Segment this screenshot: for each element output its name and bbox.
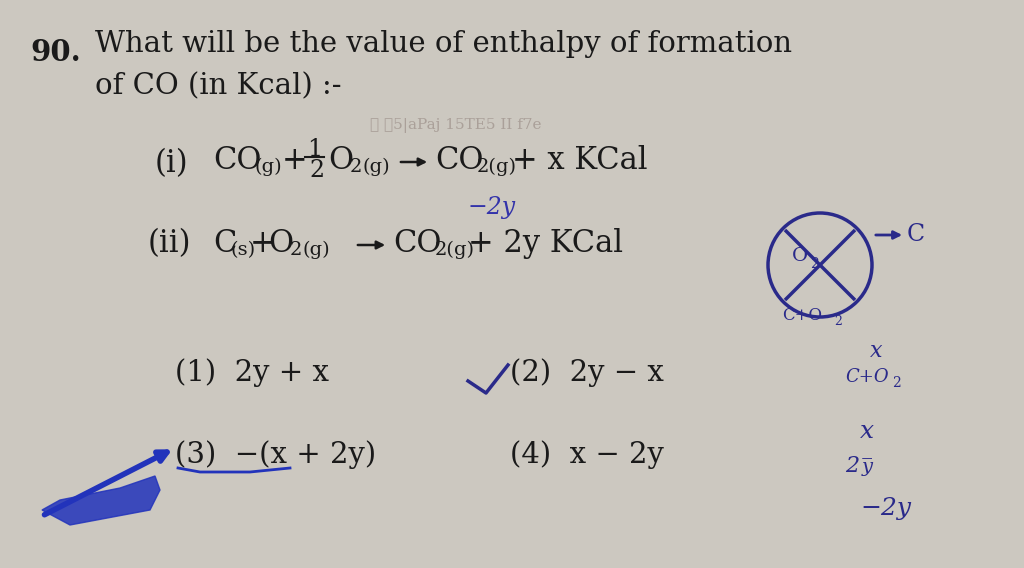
Text: 2: 2 [309, 159, 325, 182]
Polygon shape [42, 476, 160, 525]
Text: −2y: −2y [468, 196, 516, 219]
Text: CO: CO [435, 145, 483, 176]
Text: (ii): (ii) [148, 228, 191, 259]
Text: +: + [282, 145, 307, 176]
Text: 2(g): 2(g) [477, 158, 517, 176]
Text: (1)  2y + x: (1) 2y + x [175, 358, 329, 387]
Text: x: x [860, 420, 874, 443]
Text: (4)  x − 2y: (4) x − 2y [510, 440, 664, 469]
Text: (i): (i) [155, 148, 188, 179]
Text: 90.: 90. [30, 38, 81, 67]
Text: (s): (s) [230, 241, 255, 259]
Text: x: x [870, 340, 883, 362]
Text: −2y: −2y [860, 497, 911, 520]
Text: 2: 2 [892, 376, 901, 390]
Text: + x KCal: + x KCal [512, 145, 647, 176]
Text: O: O [268, 228, 293, 259]
Text: CO: CO [213, 145, 261, 176]
Text: O: O [792, 247, 808, 265]
Text: C: C [213, 228, 237, 259]
Text: (3)  −(x + 2y): (3) −(x + 2y) [175, 440, 376, 469]
Text: 1: 1 [307, 138, 323, 161]
Text: y̅: y̅ [862, 458, 873, 476]
Text: C: C [907, 223, 925, 246]
Text: O: O [328, 145, 353, 176]
Text: C+O: C+O [845, 368, 889, 386]
Text: CO: CO [393, 228, 441, 259]
Text: 2: 2 [290, 241, 302, 259]
Text: What will be the value of enthalpy of formation: What will be the value of enthalpy of fo… [95, 30, 792, 58]
Text: (2)  2y − x: (2) 2y − x [510, 358, 664, 387]
Text: 2: 2 [350, 158, 362, 176]
Text: 2: 2 [810, 257, 819, 271]
Text: (g): (g) [255, 158, 283, 176]
Text: (g): (g) [362, 158, 389, 176]
Text: C+O: C+O [782, 307, 822, 324]
Text: 2(g): 2(g) [435, 241, 475, 259]
Text: + 2y KCal: + 2y KCal [468, 228, 623, 259]
Text: 2: 2 [845, 455, 859, 477]
Text: (g): (g) [302, 241, 330, 259]
Text: ✦ ✤5|aPaj 15TE5 II f7e: ✦ ✤5|aPaj 15TE5 II f7e [370, 118, 542, 133]
Text: of CO (in Kcal) :-: of CO (in Kcal) :- [95, 72, 341, 100]
Text: 2: 2 [834, 315, 842, 328]
Text: +: + [250, 228, 275, 259]
